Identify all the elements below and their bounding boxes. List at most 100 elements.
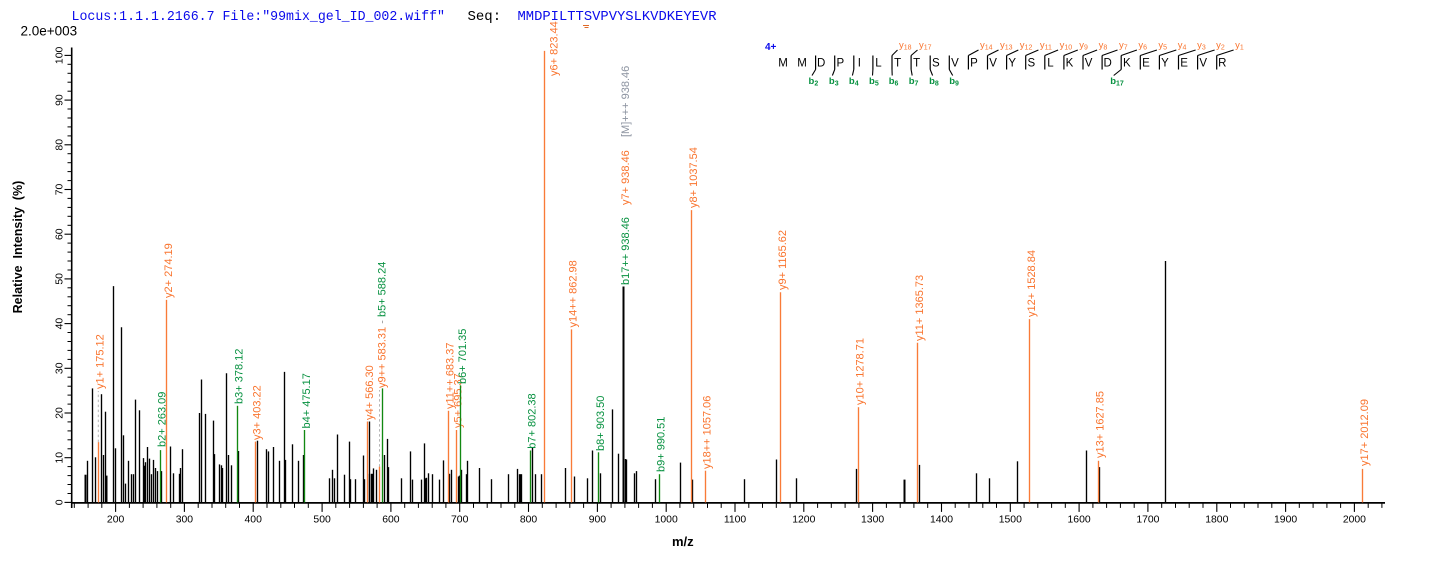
svg-text:y3: y3 [1197, 40, 1206, 52]
svg-text:y14++ 862.98: y14++ 862.98 [568, 260, 580, 327]
svg-text:y14: y14 [980, 40, 993, 52]
svg-text:b4+ 475.17: b4+ 475.17 [301, 373, 313, 428]
svg-text:1400: 1400 [930, 514, 953, 525]
svg-text:y11+ 1365.73: y11+ 1365.73 [914, 275, 926, 341]
svg-text:MMDPILTTSVPVYSLKVDKEYEVR: MMDPILTTSVPVYSLKVDKEYEVR [518, 9, 718, 25]
svg-text:Y: Y [1008, 58, 1016, 70]
svg-text:y4+ 566.30: y4+ 566.30 [364, 365, 376, 420]
svg-text:y10+ 1278.71: y10+ 1278.71 [854, 338, 866, 405]
svg-text:M: M [797, 58, 807, 70]
svg-text:P: P [970, 58, 978, 70]
svg-text:y9++ 583.31 - b5+ 588.24: y9++ 583.31 - b5+ 588.24 [377, 262, 389, 388]
svg-text:L: L [875, 58, 882, 70]
svg-text:y1+ 175.12: y1+ 175.12 [95, 334, 107, 389]
svg-text:y6+ 823.44: y6+ 823.44 [549, 21, 561, 76]
svg-text:y4: y4 [1178, 40, 1187, 52]
svg-text:K: K [1066, 58, 1074, 70]
svg-text:70: 70 [55, 184, 66, 196]
svg-text:y18++ 1057.06: y18++ 1057.06 [702, 396, 714, 469]
svg-text:b5: b5 [869, 76, 879, 88]
svg-text:V: V [1085, 58, 1093, 70]
svg-text:b7: b7 [909, 76, 919, 88]
svg-text:y5+ 695.37: y5+ 695.37 [453, 373, 465, 428]
svg-text:y17: y17 [919, 40, 932, 52]
svg-text:S: S [1027, 58, 1035, 70]
svg-text:y12: y12 [1020, 40, 1033, 52]
svg-text:b3: b3 [829, 76, 839, 88]
svg-text:0: 0 [55, 499, 66, 505]
svg-text:M: M [778, 58, 788, 70]
svg-text:90: 90 [55, 94, 66, 106]
svg-text:P: P [836, 58, 844, 70]
svg-text:600: 600 [382, 514, 400, 525]
svg-text:y13+ 1627.85: y13+ 1627.85 [1095, 391, 1107, 458]
svg-text:y3+ 403.22: y3+ 403.22 [252, 385, 264, 440]
svg-text:40: 40 [55, 318, 66, 330]
svg-text:Relative Intensity (%): Relative Intensity (%) [11, 181, 25, 314]
svg-text:y2+ 274.19: y2+ 274.19 [163, 243, 175, 298]
svg-text:1900: 1900 [1274, 514, 1297, 525]
svg-text:y11++ 683.37: y11++ 683.37 [445, 343, 457, 409]
svg-text:L: L [1047, 58, 1054, 70]
svg-text:K: K [1123, 58, 1131, 70]
svg-text:y9: y9 [1079, 40, 1088, 52]
svg-text:y18: y18 [899, 40, 912, 52]
svg-text:y2: y2 [1216, 40, 1225, 52]
svg-text:900: 900 [589, 514, 607, 525]
svg-text:Locus:1.1.1.2166.7 File:"99mix: Locus:1.1.1.2166.7 File:"99mix_gel_ID_00… [72, 9, 446, 25]
svg-text:1200: 1200 [792, 514, 815, 525]
svg-text:y13: y13 [1000, 40, 1013, 52]
svg-text:y9+ 1165.62: y9+ 1165.62 [777, 230, 789, 290]
svg-text:60: 60 [55, 228, 66, 240]
svg-text:[M]+++ 938.46: [M]+++ 938.46 [620, 66, 632, 137]
svg-text:y1: y1 [1235, 40, 1244, 52]
svg-text:4+: 4+ [765, 42, 777, 53]
svg-text:b6: b6 [889, 76, 899, 88]
svg-text:V: V [1199, 58, 1207, 70]
svg-text:E: E [1180, 58, 1188, 70]
svg-text:V: V [989, 58, 997, 70]
svg-text:y7+ 938.46: y7+ 938.46 [620, 150, 632, 205]
svg-text:2000: 2000 [1343, 514, 1366, 525]
svg-text:R: R [1218, 58, 1226, 70]
svg-text:50: 50 [55, 273, 66, 285]
svg-text:Y: Y [1161, 58, 1169, 70]
svg-text:y6: y6 [1138, 40, 1147, 52]
svg-text:y7: y7 [1119, 40, 1128, 52]
svg-text:2.0e+003: 2.0e+003 [21, 24, 78, 39]
svg-text:1300: 1300 [861, 514, 884, 525]
svg-text:10: 10 [55, 452, 66, 464]
svg-text:b7+ 802.38: b7+ 802.38 [526, 393, 538, 448]
svg-text:D: D [1104, 58, 1112, 70]
svg-text:b8: b8 [929, 76, 939, 88]
svg-text:y5: y5 [1158, 40, 1167, 52]
svg-text:1000: 1000 [655, 514, 678, 525]
svg-text:500: 500 [313, 514, 331, 525]
svg-text:y11: y11 [1040, 40, 1052, 52]
svg-text:m/z: m/z [672, 534, 694, 549]
svg-text:V: V [951, 58, 959, 70]
svg-text:b9+ 990.51: b9+ 990.51 [656, 417, 668, 472]
svg-text:y12+ 1528.84: y12+ 1528.84 [1026, 250, 1038, 317]
svg-text:b17: b17 [1110, 76, 1124, 88]
svg-text:1800: 1800 [1205, 514, 1228, 525]
svg-text:100: 100 [55, 47, 66, 65]
svg-text:300: 300 [176, 514, 194, 525]
svg-text:T: T [894, 58, 901, 70]
svg-text:20: 20 [55, 407, 66, 419]
svg-text:1600: 1600 [1068, 514, 1091, 525]
svg-text:200: 200 [107, 514, 125, 525]
svg-text:T: T [913, 58, 920, 70]
svg-text:y17+ 2012.09: y17+ 2012.09 [1359, 399, 1371, 466]
svg-text:400: 400 [245, 514, 263, 525]
svg-text:b9: b9 [949, 76, 959, 88]
svg-text:E: E [1142, 58, 1150, 70]
svg-text:700: 700 [451, 514, 469, 525]
svg-text:y10: y10 [1060, 40, 1073, 52]
svg-text:S: S [932, 58, 940, 70]
svg-text:b3+ 378.12: b3+ 378.12 [234, 349, 246, 404]
svg-text:b2: b2 [809, 76, 819, 88]
svg-text:I: I [858, 58, 861, 70]
svg-text:1500: 1500 [999, 514, 1022, 525]
svg-text:1100: 1100 [724, 514, 747, 525]
